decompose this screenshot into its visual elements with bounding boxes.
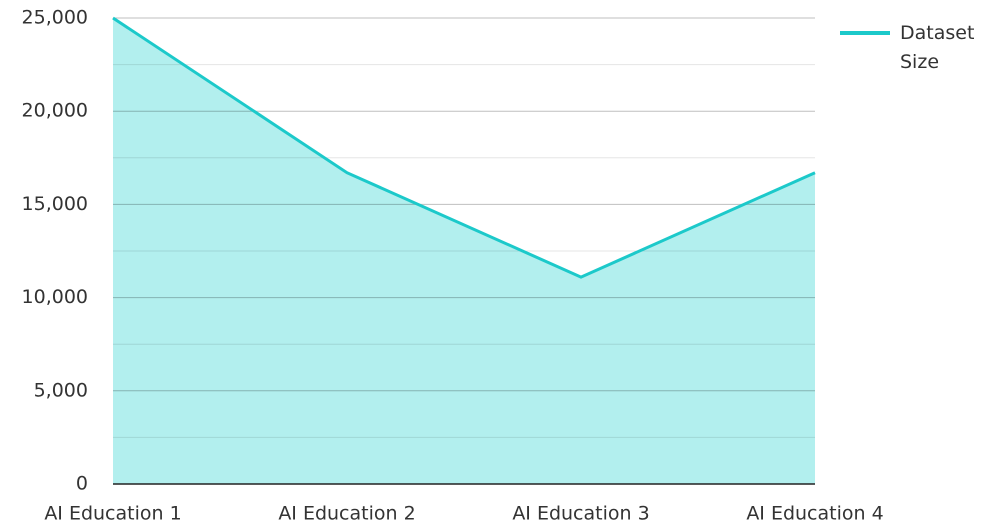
x-tick-label: AI Education 3 xyxy=(512,503,649,525)
legend-label: Dataset Size xyxy=(900,22,975,73)
line xyxy=(112,16,816,279)
x-tick-label: AI Education 4 xyxy=(746,503,883,525)
y-tick-label: 10,000 xyxy=(22,286,88,308)
y-tick-label: 15,000 xyxy=(22,193,88,215)
y-tick-label: 0 xyxy=(76,473,88,495)
x-tick-label: AI Education 1 xyxy=(44,503,181,525)
y-tick-label: 5,000 xyxy=(34,379,88,401)
y-tick-label: 20,000 xyxy=(22,100,88,122)
y-tick-label: 25,000 xyxy=(22,7,88,29)
x-tick-label: AI Education 2 xyxy=(278,503,415,525)
